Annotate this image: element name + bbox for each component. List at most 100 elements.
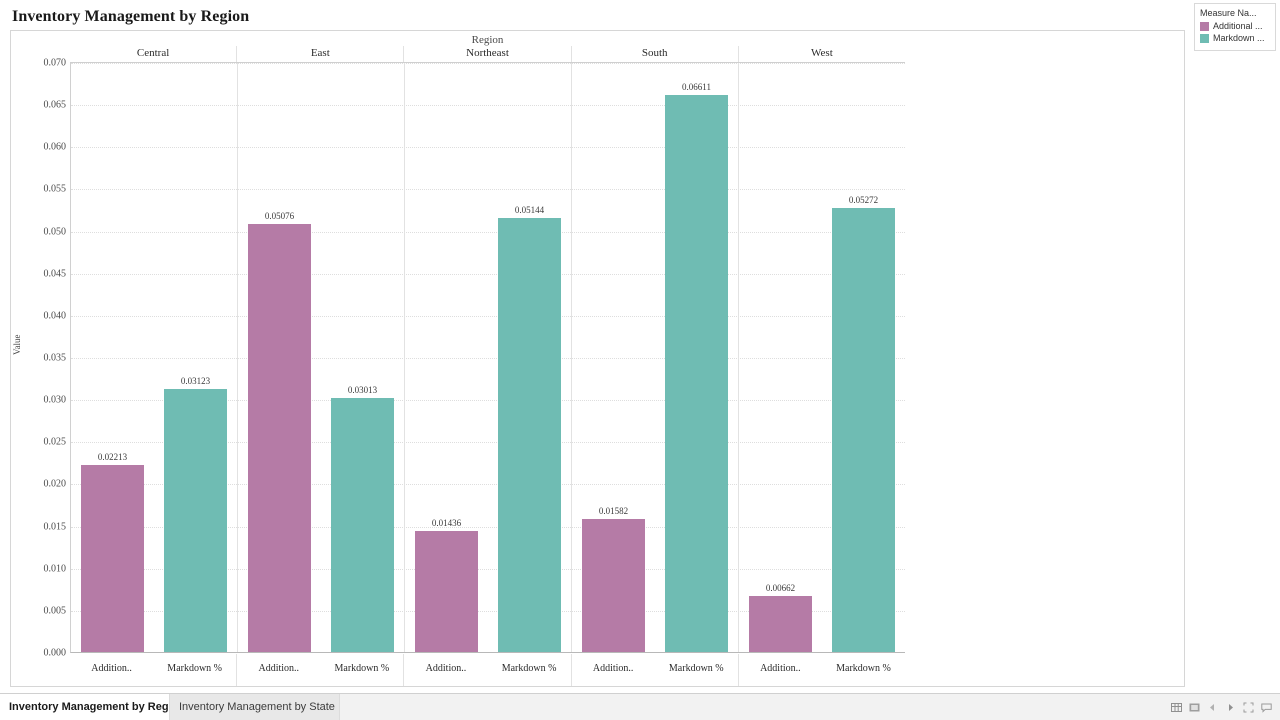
panel-container: 0.02213 0.03123 0.05076 0.03013 0.01436 0.051… (71, 63, 905, 652)
x-axis-panel: Addition.. Markdown % (572, 654, 739, 686)
filmstrip-view-icon[interactable] (1189, 702, 1200, 713)
column-header-cell[interactable]: Northeast (404, 46, 572, 62)
legend[interactable]: Measure Na... Additional ... Markdown ... (1194, 3, 1276, 51)
tab-bar-tools (1171, 694, 1280, 720)
sheet-tab[interactable]: Inventory Management by Regi... (0, 694, 170, 720)
bar-value-label: 0.03123 (180, 375, 211, 386)
bar-value-label: 0.02213 (97, 452, 128, 463)
legend-item[interactable]: Additional ... (1200, 21, 1271, 31)
bar-group: 0.05076 (247, 63, 312, 652)
column-header-cell[interactable]: East (237, 46, 405, 62)
x-axis-tick-label[interactable]: Markdown % (167, 663, 223, 674)
previous-sheet-icon[interactable] (1207, 702, 1218, 713)
y-axis-tick-label: 0.025 (43, 436, 67, 448)
gridline (71, 231, 905, 233)
x-axis-tick-label[interactable]: Addition.. (258, 663, 300, 674)
grid-view-icon[interactable] (1171, 702, 1182, 713)
gridline (71, 610, 905, 612)
gridline (71, 568, 905, 570)
gridline (71, 400, 905, 402)
region-panel: 0.02213 0.03123 (71, 63, 238, 652)
sheet-tab-bar: Inventory Management by Regi... Inventory… (0, 693, 1280, 720)
bar[interactable] (80, 465, 145, 652)
gridline (71, 273, 905, 275)
legend-item[interactable]: Markdown ... (1200, 33, 1271, 43)
bar[interactable] (497, 218, 562, 652)
bar-value-label: 0.05144 (514, 205, 545, 216)
y-axis-tick-label: 0.070 (43, 57, 67, 69)
x-axis-tick-label[interactable]: Markdown % (668, 663, 724, 674)
column-header-cell[interactable]: Central (70, 46, 238, 62)
bar[interactable] (581, 518, 646, 652)
comment-icon[interactable] (1261, 702, 1272, 713)
region-panel: 0.01582 0.06611 (572, 63, 739, 652)
bar-value-label: 0.01582 (598, 505, 629, 516)
gridline (71, 526, 905, 528)
bar-value-label: 0.00662 (765, 583, 796, 594)
y-axis: 0.070 0.065 0.060 0.055 0.050 0.045 0.040 0.035… (18, 58, 70, 659)
x-axis-tick-label[interactable]: Addition.. (760, 663, 801, 674)
y-axis-tick-label: 0.035 (43, 352, 67, 364)
tab-bar-spacer (340, 694, 1171, 720)
y-axis-tick-label: 0.040 (43, 310, 67, 322)
bar-group: 0.05144 (497, 63, 562, 652)
next-sheet-icon[interactable] (1225, 702, 1236, 713)
y-axis-tick-label: 0.005 (43, 605, 67, 617)
bar-value-label: 0.01436 (431, 517, 462, 528)
y-axis-tick-label: 0.015 (43, 521, 67, 533)
region-panel: 0.00662 0.05272 (739, 63, 905, 652)
plot-area: 0.02213 0.03123 0.05076 0.03013 0.01436 0.051… (70, 63, 905, 653)
y-axis-tick-label: 0.055 (43, 183, 67, 195)
bar-group: 0.02213 (80, 63, 145, 652)
legend-title: Measure Na... (1200, 8, 1257, 18)
y-axis-tick-label: 0.030 (43, 394, 67, 406)
x-axis-tick-label[interactable]: Addition.. (592, 663, 634, 674)
legend-item-label: Additional ... (1213, 21, 1263, 31)
column-header-row: Central East Northeast South West (70, 46, 905, 63)
bar[interactable] (664, 94, 729, 652)
gridline (71, 358, 905, 359)
y-axis-tick-label: 0.065 (43, 99, 67, 111)
worksheet-title-bar: Inventory Management by Region (0, 0, 1190, 33)
x-axis-tick-label[interactable]: Markdown % (334, 663, 390, 674)
fullscreen-icon[interactable] (1243, 702, 1254, 713)
bar[interactable] (247, 224, 312, 652)
bar-value-label: 0.03013 (347, 385, 378, 396)
column-header-cell[interactable]: South (572, 46, 739, 62)
x-axis-tick-label[interactable]: Markdown % (836, 663, 891, 674)
bar[interactable] (831, 207, 896, 652)
bar-value-label: 0.05272 (848, 194, 879, 205)
y-axis-tick-label: 0.010 (43, 563, 67, 575)
y-axis-tick-label: 0.045 (43, 268, 67, 280)
column-header-cell[interactable]: West (811, 47, 833, 59)
sheet-tab[interactable]: Inventory Management by State (170, 694, 340, 720)
y-axis-title: Value (12, 334, 22, 356)
legend-item-label: Markdown ... (1213, 33, 1265, 43)
x-axis-panel: Addition.. Markdown % (739, 654, 905, 686)
bar-group: 0.03123 (163, 63, 228, 652)
bar-group: 0.01582 (581, 63, 646, 652)
gridline (71, 63, 905, 64)
gridline (71, 442, 905, 444)
y-axis-tick-label: 0.000 (43, 647, 67, 659)
page-title: Inventory Management by Region (12, 7, 250, 25)
gridline (71, 189, 905, 191)
x-axis-panel: Addition.. Markdown % (237, 654, 405, 686)
y-axis-tick-label: 0.020 (43, 478, 67, 490)
y-axis-tick-label: 0.060 (43, 141, 67, 153)
bar[interactable] (163, 388, 228, 652)
x-axis-tick-label[interactable]: Addition.. (91, 663, 132, 674)
x-axis: Addition.. Markdown % Addition.. Markdown %… (70, 654, 905, 686)
bar-value-label: 0.06611 (682, 81, 711, 92)
bar-group: 0.00662 (748, 63, 813, 652)
legend-color-swatch (1200, 21, 1209, 31)
bar[interactable] (414, 530, 479, 652)
y-axis-tick-label: 0.050 (43, 226, 67, 238)
bar-value-label: 0.05076 (264, 211, 295, 222)
x-axis-tick-label[interactable]: Addition.. (425, 663, 467, 674)
bar[interactable] (330, 398, 395, 652)
bar[interactable] (748, 596, 813, 652)
x-axis-tick-label[interactable]: Markdown % (501, 663, 557, 674)
bar-group: 0.03013 (330, 63, 395, 652)
